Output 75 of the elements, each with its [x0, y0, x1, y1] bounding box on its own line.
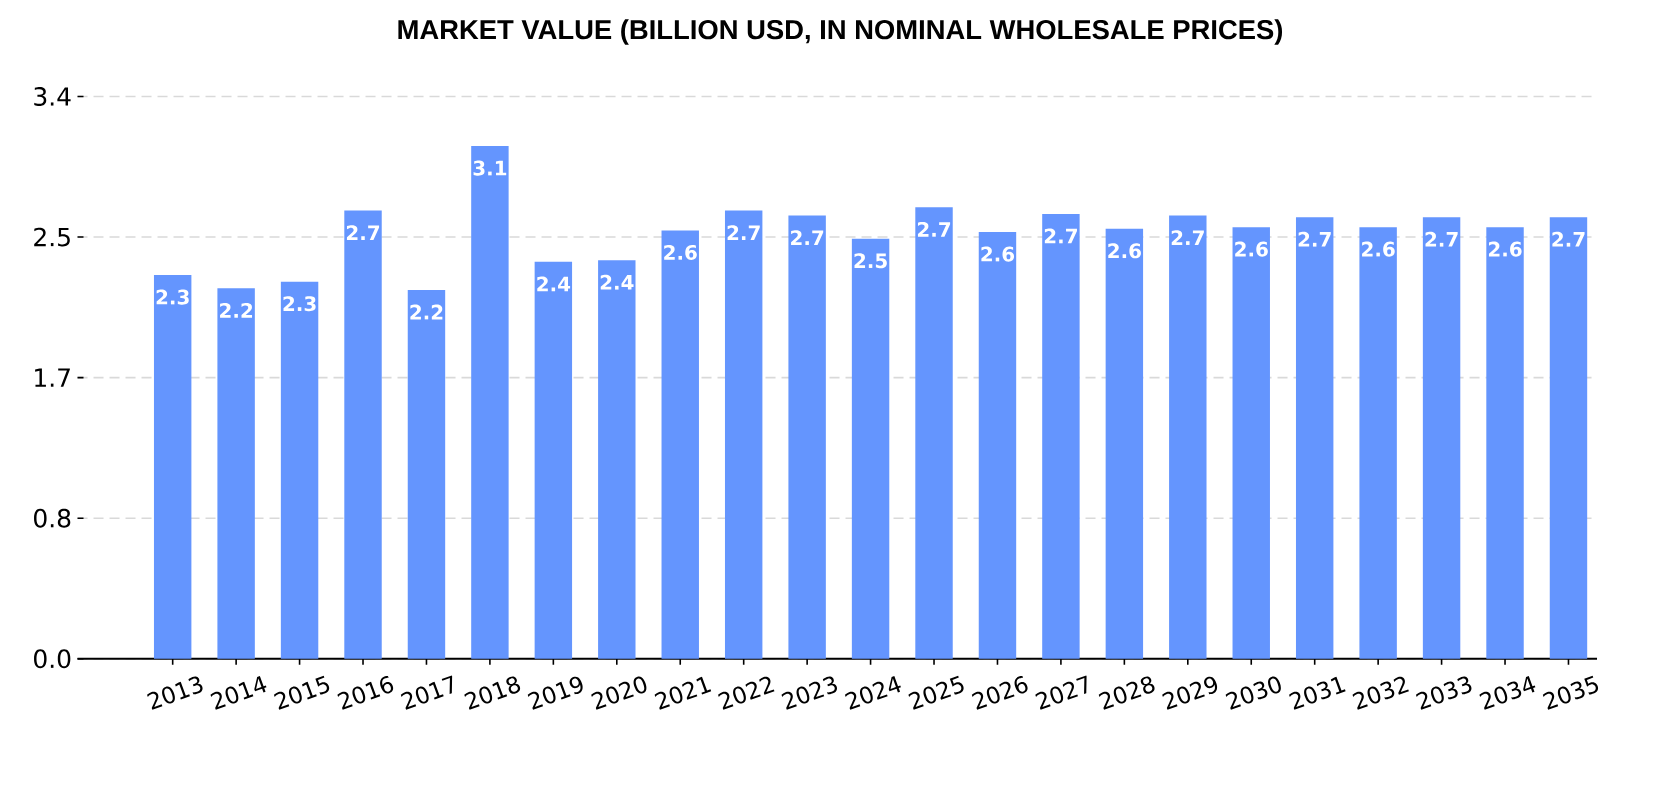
data-label: 2.7	[1552, 231, 1585, 247]
bar	[978, 232, 1017, 659]
data-label: 2.6	[664, 244, 697, 260]
bar	[280, 281, 319, 659]
x-tick-label: 2023	[781, 676, 838, 710]
x-tick-label: 2022	[718, 676, 775, 710]
data-label: 2.6	[981, 246, 1015, 262]
data-label: 2.4	[537, 276, 571, 292]
bar	[661, 230, 699, 659]
bar	[1232, 227, 1270, 659]
bar	[534, 261, 573, 659]
y-tick-label: 0.8	[34, 508, 71, 528]
data-label: 2.7	[1044, 228, 1077, 244]
bar	[344, 210, 382, 659]
x-tick-label: 2028	[1098, 676, 1155, 710]
data-label: 2.7	[917, 221, 951, 237]
x-tick-label: 2032	[1352, 676, 1409, 710]
x-tick-label: 2014	[210, 675, 267, 710]
x-tick-label: 2020	[591, 676, 647, 710]
x-tick-label: 2027	[1035, 675, 1087, 710]
bar	[788, 215, 826, 659]
y-tick-label: 0.0	[34, 649, 71, 669]
data-label: 2.2	[220, 302, 253, 318]
bar	[724, 210, 763, 659]
bar	[1359, 227, 1397, 659]
bar	[471, 146, 509, 659]
bar	[915, 207, 953, 659]
x-tick-label: 2034	[1479, 675, 1536, 710]
data-label: 2.3	[156, 289, 189, 305]
data-label: 2.7	[346, 225, 380, 240]
bar	[1486, 227, 1524, 659]
data-label: 2.6	[1488, 241, 1522, 257]
bar	[407, 289, 446, 659]
x-tick-label: 2029	[1162, 676, 1218, 710]
bar	[1105, 228, 1144, 659]
data-label: 3.1	[473, 160, 507, 176]
data-label: 2.7	[1298, 231, 1331, 247]
bar	[598, 260, 636, 659]
bar	[851, 238, 890, 659]
data-label: 2.7	[1425, 231, 1458, 247]
x-tick-label: 2024	[844, 675, 901, 710]
data-label: 2.7	[791, 230, 824, 245]
y-tick-label: 3.4	[34, 87, 71, 106]
data-label: 2.7	[1171, 230, 1204, 245]
bar	[1295, 217, 1334, 659]
x-tick-label: 2025	[908, 675, 964, 710]
bar	[1169, 215, 1207, 659]
x-tick-label: 2031	[1289, 676, 1346, 710]
x-tick-label: 2019	[527, 676, 583, 710]
data-label: 2.3	[283, 296, 316, 312]
data-label: 2.6	[1362, 241, 1395, 257]
data-label: 2.4	[600, 274, 634, 290]
bar	[1422, 217, 1461, 659]
x-tick-label: 2016	[337, 675, 394, 710]
x-tick-label: 2035	[1542, 675, 1599, 710]
x-tick-label: 2021	[654, 676, 712, 710]
y-tick-label: 2.5	[34, 227, 70, 247]
x-tick-label: 2026	[971, 675, 1028, 710]
data-label: 2.5	[854, 253, 887, 269]
bar	[1042, 213, 1080, 659]
data-label: 2.2	[410, 304, 443, 320]
chart-title: MARKET VALUE (BILLION USD, IN NOMINAL WHOLESALE PRICES)	[398, 19, 1283, 45]
y-tick-label: 1.7	[35, 368, 70, 387]
x-tick-label: 2017	[400, 675, 453, 710]
x-tick-label: 2015	[273, 675, 330, 710]
x-tick-label: 2018	[464, 676, 521, 710]
data-label: 2.7	[727, 225, 760, 240]
bar	[1549, 217, 1588, 659]
x-tick-label: 2033	[1415, 676, 1472, 710]
data-label: 2.6	[1108, 243, 1141, 259]
x-tick-label: 2013	[147, 676, 203, 710]
bar	[153, 275, 192, 659]
data-label: 2.6	[1235, 241, 1268, 257]
bar	[217, 288, 255, 659]
x-tick-label: 2030	[1225, 676, 1281, 710]
